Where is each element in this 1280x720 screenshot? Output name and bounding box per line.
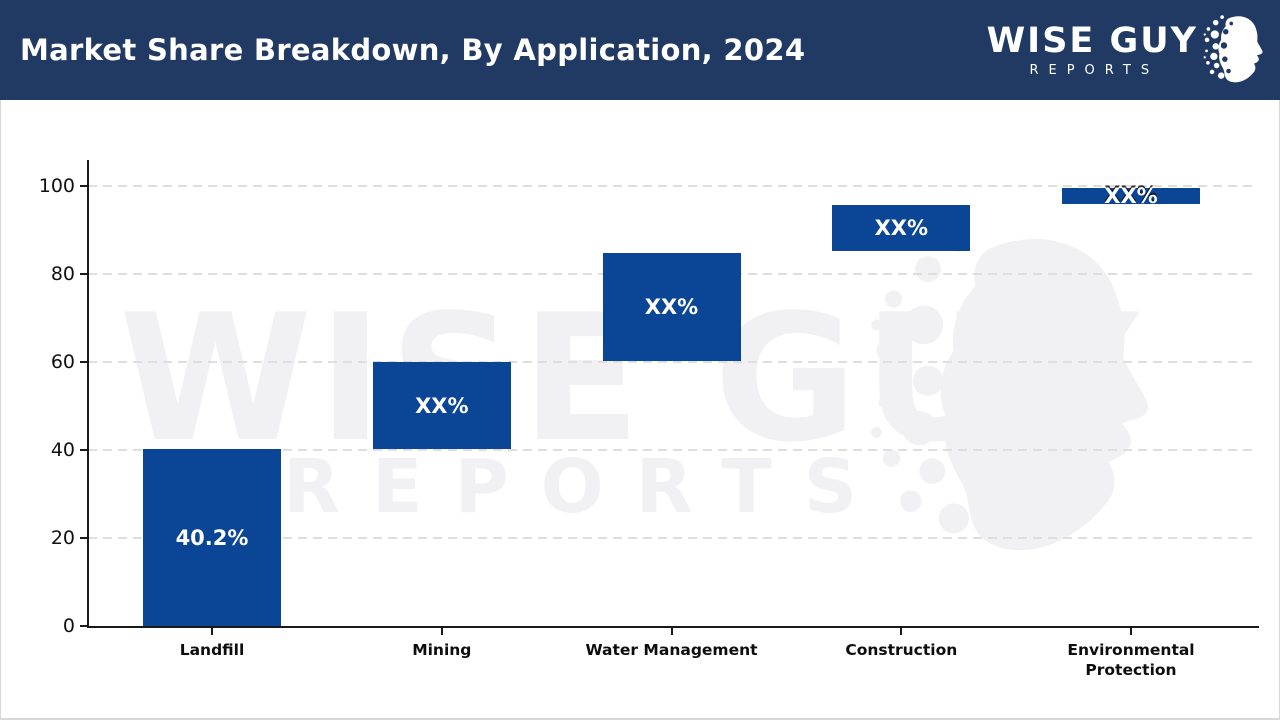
wiseguy-face-icon [1203, 15, 1263, 83]
wiseguy-face-watermark [871, 234, 1149, 551]
watermark-reports-text: REPORTS [283, 444, 890, 530]
y-tick-mark [80, 185, 88, 187]
x-tick-mark [211, 627, 213, 635]
bar: XX% [1062, 184, 1200, 208]
y-axis-spine [87, 160, 89, 628]
brand-logo-text: WISE GUY REPORTS [986, 20, 1198, 78]
y-tick-mark [80, 449, 88, 451]
bar-value-label: XX% [1104, 184, 1158, 209]
y-tick-label: 0 [62, 615, 75, 637]
x-tick-label: Construction [845, 641, 958, 659]
y-tick-label: 80 [50, 263, 75, 285]
y-tick-label: 40 [50, 439, 75, 461]
x-tick-label: Mining [412, 641, 472, 659]
gridline [88, 185, 1257, 187]
y-tick-label: 60 [50, 351, 75, 373]
x-tick-mark [440, 627, 443, 635]
y-tick-label: 20 [50, 527, 75, 549]
bar: XX% [372, 362, 511, 450]
chart-area: WISE GUY REPORTS 0 20 40 60 80 100 40.2% XX% XX%… [0, 100, 1280, 720]
plot: 0 20 40 60 80 100 40.2% XX% XX% XX% XX% Landfill Min… [1, 100, 1279, 718]
gridline [88, 449, 1257, 451]
brand-subname: REPORTS [1029, 62, 1160, 78]
x-tick-label: Landfill [179, 641, 245, 659]
x-tick-mark [900, 627, 903, 635]
bar-value-label: XX% [874, 216, 929, 240]
bar-value-label: 40.2% [175, 525, 249, 550]
bar: XX% [602, 252, 741, 362]
page-title: Market Share Breakdown, By Application, … [20, 33, 806, 67]
bar-value-label: XX% [415, 393, 469, 418]
brand-name: WISE GUY [986, 20, 1198, 61]
x-axis-spine [87, 626, 1259, 628]
bar-value-label: XX% [644, 294, 699, 319]
x-tick-mark [670, 627, 673, 635]
x-tick-label: Water Management [585, 641, 758, 659]
header: Market Share Breakdown, By Application, … [0, 0, 1280, 100]
y-tick-mark [80, 625, 88, 627]
y-tick-mark [80, 361, 88, 363]
y-tick-mark [80, 537, 88, 539]
gridline [88, 537, 1257, 539]
y-tick-label: 100 [38, 175, 75, 197]
gridline [88, 361, 1257, 363]
bar: XX% [832, 204, 971, 252]
brand-logo: WISE GUY REPORTS [987, 9, 1266, 91]
x-tick-mark [1130, 627, 1132, 635]
bar: 40.2% [143, 449, 281, 626]
x-tick-label: Environmental Protection [1067, 641, 1195, 679]
y-tick-mark [80, 273, 88, 275]
